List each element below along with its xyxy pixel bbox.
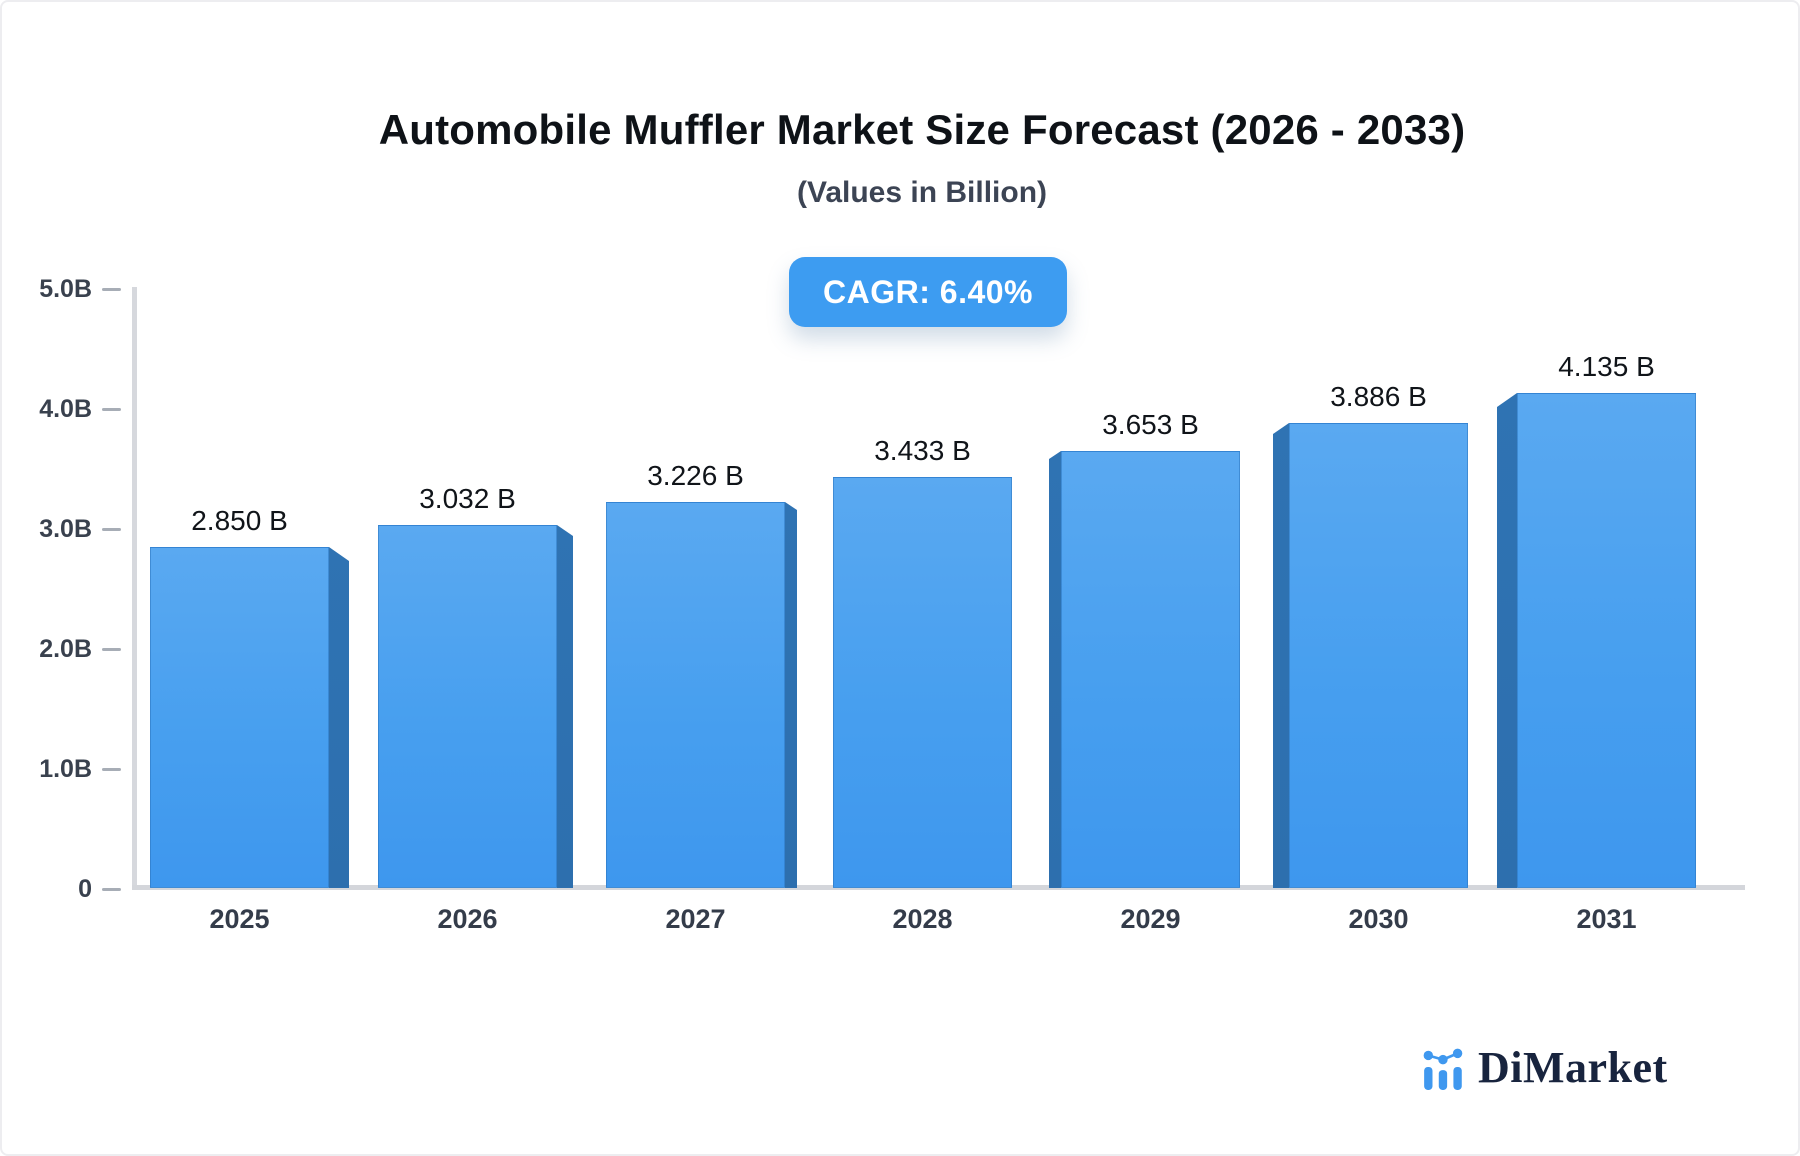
bar-value-label: 3.653 B: [1102, 409, 1199, 440]
chart-header: Automobile Muffler Market Size Forecast …: [46, 106, 1798, 210]
bar-value-label: 3.433 B: [874, 435, 971, 466]
y-tick-label: 3.0B: [39, 515, 92, 543]
y-tick-dash: [102, 888, 121, 891]
bar-side-2031: [1497, 393, 1517, 888]
chart-title: Automobile Muffler Market Size Forecast …: [378, 106, 1466, 153]
bar-2031[interactable]: [1517, 393, 1696, 888]
bar-side-2030: [1273, 423, 1289, 888]
y-axis-line: [132, 287, 137, 889]
y-tick-dash: [102, 408, 121, 411]
x-category-label: 2026: [437, 904, 498, 934]
x-category-label: 2029: [1120, 904, 1181, 934]
y-tick-dash: [102, 528, 121, 531]
y-tick-dash: [102, 768, 121, 771]
y-tick-label: 1.0B: [39, 755, 92, 783]
y-tick-label: 4.0B: [39, 395, 92, 423]
bar-value-label: 2.850 B: [191, 505, 288, 536]
chart-subtitle: (Values in Billion): [796, 176, 1048, 209]
x-category-label: 2028: [892, 904, 953, 934]
x-category-label: 2030: [1348, 904, 1409, 934]
y-tick-label: 0: [78, 875, 92, 903]
x-category-label: 2027: [665, 904, 726, 934]
bar-2025[interactable]: [150, 547, 329, 888]
y-tick-label: 5.0B: [39, 275, 92, 303]
bar-side-2029: [1049, 451, 1061, 888]
bar-2028[interactable]: [833, 477, 1012, 888]
x-category-label: 2025: [209, 904, 270, 934]
cagr-badge: CAGR: 6.40%: [789, 257, 1067, 327]
bar-value-label: 3.886 B: [1330, 381, 1427, 412]
cagr-badge-label: CAGR: 6.40%: [823, 273, 1033, 310]
y-tick-dash: [102, 288, 121, 291]
bar-2030[interactable]: [1289, 423, 1468, 888]
bar-2027[interactable]: [606, 502, 785, 888]
bar-value-label: 3.226 B: [647, 460, 744, 491]
bar-2029[interactable]: [1061, 451, 1240, 888]
mini-bar-line-chart-icon: [1423, 1048, 1463, 1090]
y-tick-dash: [102, 648, 121, 651]
x-category-label: 2031: [1576, 904, 1637, 934]
brand-logo[interactable]: DiMarket: [1422, 1042, 1668, 1093]
y-tick-label: 2.0B: [39, 635, 92, 663]
bar-side-2027: [785, 502, 797, 888]
bar-value-label: 4.135 B: [1558, 351, 1655, 382]
bar-value-label: 3.032 B: [419, 483, 516, 514]
brand-logo-text: DiMarket: [1478, 1043, 1668, 1092]
bar-side-2025: [329, 547, 349, 888]
bar-2026[interactable]: [378, 525, 557, 888]
bar-side-2026: [557, 525, 573, 888]
